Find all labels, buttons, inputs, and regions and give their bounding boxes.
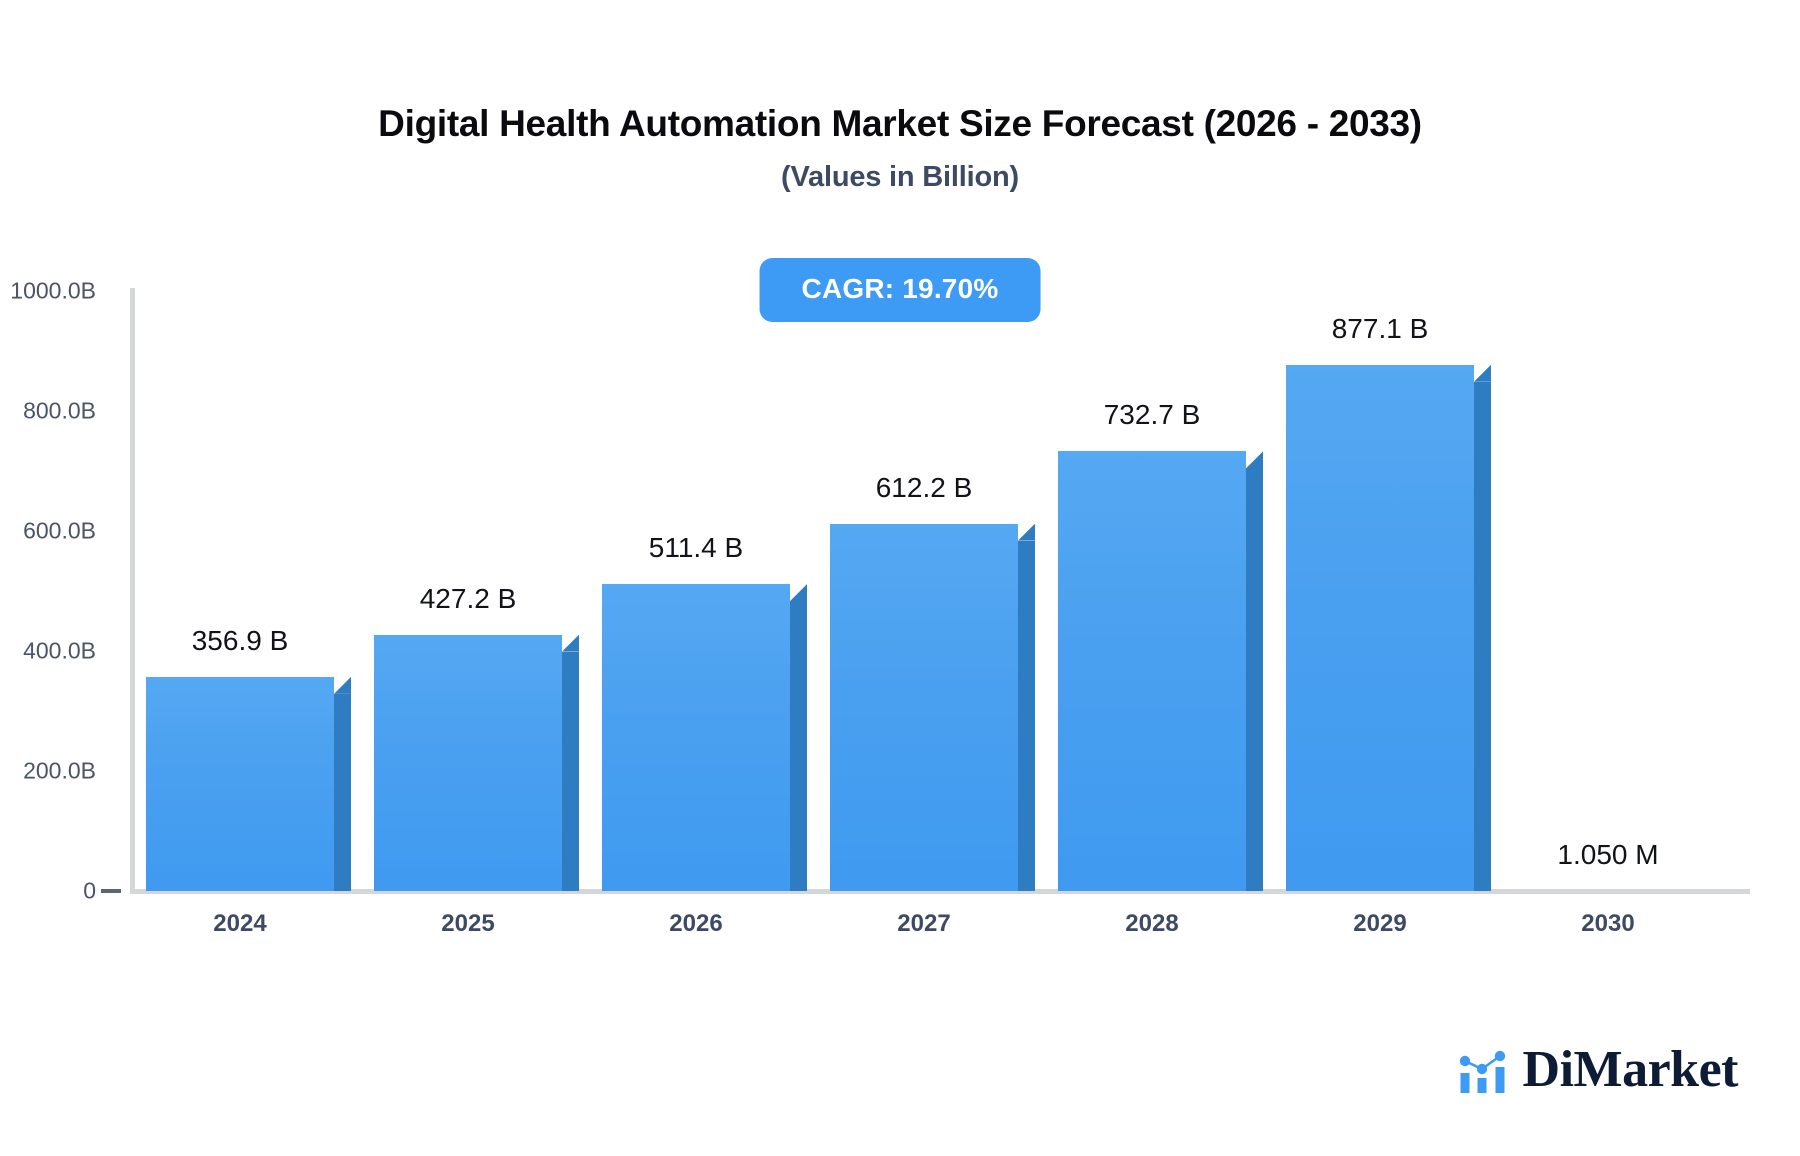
bar-side-panel xyxy=(562,651,579,891)
x-axis-tick-label: 2026 xyxy=(669,910,723,937)
bar-value-label: 427.2 B xyxy=(419,582,517,614)
chart-subtitle: (Values in Billion) xyxy=(781,160,1019,193)
bar-top-bevel xyxy=(334,676,351,694)
bar-column[interactable]: 511.4 B xyxy=(602,0,807,1156)
bar-top-bevel xyxy=(1246,451,1263,469)
bar-side-panel xyxy=(1018,540,1035,891)
bar-top-bevel xyxy=(1018,523,1035,541)
brand-logo: DiMarket xyxy=(1457,1041,1739,1098)
cagr-badge: CAGR: 19.70% xyxy=(759,258,1041,322)
y-axis-tick-label: 0 xyxy=(83,877,96,904)
y-axis-tick-label: 1000.0B xyxy=(10,277,96,304)
bar-column[interactable]: 732.7 B xyxy=(1058,0,1263,1156)
x-axis-tick-label: 2024 xyxy=(213,910,267,937)
bar-value-label: 732.7 B xyxy=(1103,399,1201,431)
y-axis-line xyxy=(130,288,135,892)
chart-header: Digital Health Automation Market Size Fo… xyxy=(0,103,1800,194)
bar-face[interactable] xyxy=(374,634,562,891)
bar-value-label: 612.2 B xyxy=(875,471,973,503)
bar-column[interactable]: 427.2 B xyxy=(374,0,579,1156)
y-axis-tick-label: 200.0B xyxy=(23,757,96,784)
bar-value-label: 511.4 B xyxy=(648,532,744,564)
y-axis-tick-label: 600.0B xyxy=(23,517,96,544)
bar-top-bevel xyxy=(562,634,579,652)
bar-face[interactable] xyxy=(602,584,790,891)
bar-value-label: 1.050 M xyxy=(1557,838,1659,870)
bar-value-label: 356.9 B xyxy=(191,624,289,656)
bar-side-panel xyxy=(1474,381,1491,891)
bar-face[interactable] xyxy=(146,676,334,891)
bar-side-panel xyxy=(334,693,351,891)
y-axis-tick-label: 400.0B xyxy=(23,637,96,664)
bar-column[interactable]: 612.2 B xyxy=(830,0,1035,1156)
x-axis-tick-label: 2030 xyxy=(1581,910,1635,937)
x-axis-line xyxy=(130,889,1750,894)
bar-face[interactable] xyxy=(1286,364,1474,891)
page-title: Digital Health Automation Market Size Fo… xyxy=(378,103,1422,144)
x-axis-tick-label: 2025 xyxy=(441,910,495,937)
x-axis-tick-label: 2027 xyxy=(897,910,951,937)
y-axis-zero-tick xyxy=(101,889,121,893)
bar-value-label: 877.1 B xyxy=(1331,312,1429,344)
bar-top-bevel xyxy=(790,584,807,602)
brand-name: DiMarket xyxy=(1522,1041,1739,1098)
bar-column[interactable]: 356.9 B xyxy=(146,0,351,1156)
bar-top-bevel xyxy=(1474,364,1491,382)
bar-chart-icon xyxy=(1457,1045,1509,1095)
x-axis-tick-label: 2028 xyxy=(1125,910,1179,937)
bar-column[interactable]: 1.050 M xyxy=(1514,0,1719,1156)
y-axis-tick-label: 800.0B xyxy=(23,397,96,424)
bar-side-panel xyxy=(790,601,807,891)
bar-column[interactable]: 877.1 B xyxy=(1286,0,1491,1156)
bar-face[interactable] xyxy=(1058,451,1246,891)
bar-side-panel xyxy=(1246,468,1263,891)
x-axis-tick-label: 2029 xyxy=(1353,910,1407,937)
bar-face[interactable] xyxy=(830,523,1018,891)
